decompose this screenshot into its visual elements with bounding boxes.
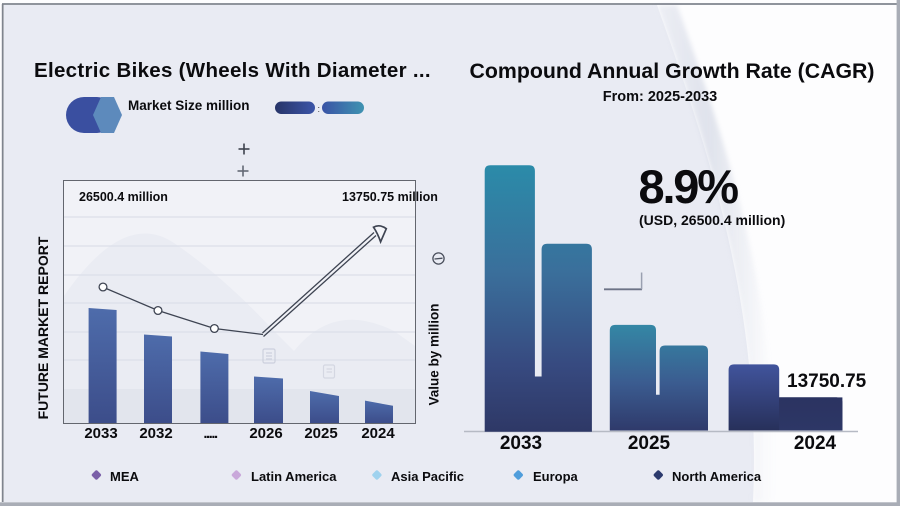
svg-text::: : (318, 104, 321, 114)
